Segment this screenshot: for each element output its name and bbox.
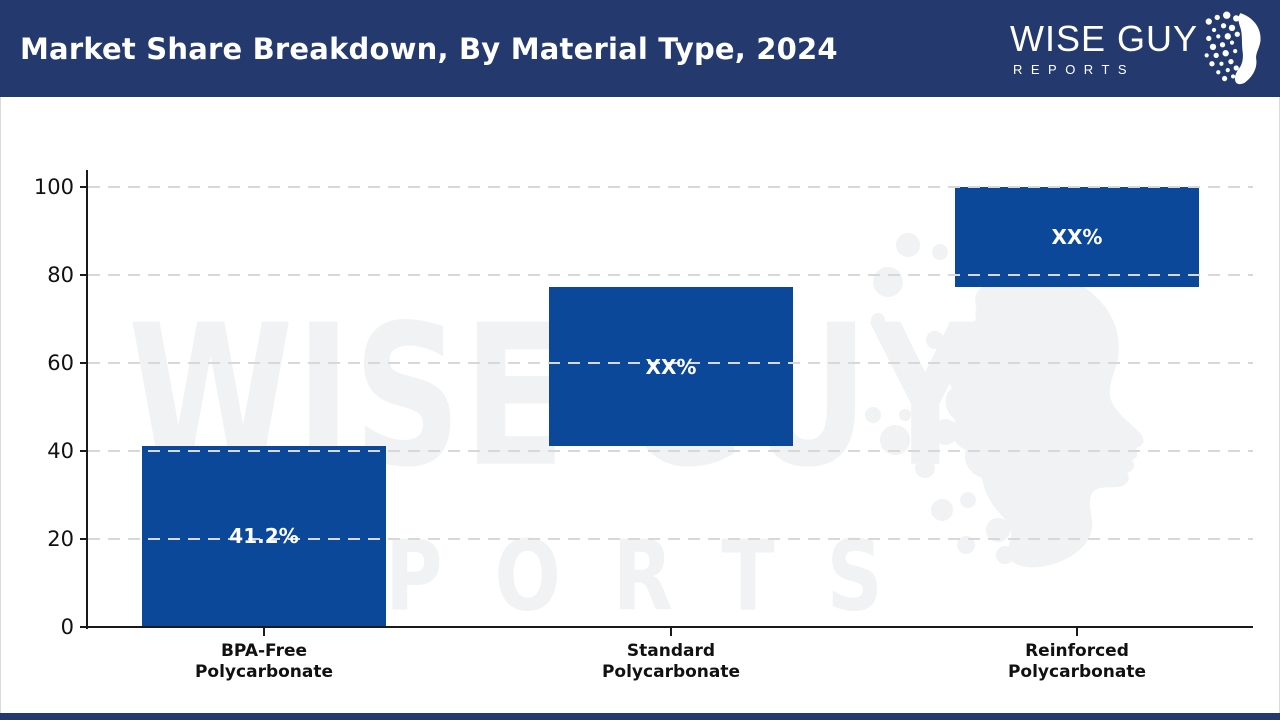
x-tick-mark xyxy=(670,628,672,636)
y-tick-mark xyxy=(80,538,88,540)
header-bar: Market Share Breakdown, By Material Type… xyxy=(0,0,1280,97)
y-tick-mark xyxy=(80,362,88,364)
bar xyxy=(142,445,386,627)
y-gridline xyxy=(88,362,1253,364)
bar xyxy=(549,287,793,446)
x-tick-mark xyxy=(1076,628,1078,636)
y-tick-label: 100 xyxy=(33,175,74,199)
y-gridline xyxy=(88,538,1253,540)
bar xyxy=(955,187,1199,288)
x-category-label: BPA-Free Polycarbonate xyxy=(194,641,334,683)
y-tick-label: 40 xyxy=(47,439,74,463)
x-category-label: Reinforced Polycarbonate xyxy=(1007,641,1147,683)
footer-bar xyxy=(0,713,1280,720)
chart-title: Market Share Breakdown, By Material Type… xyxy=(20,31,838,66)
y-gridline xyxy=(88,274,1253,276)
x-category-label: Standard Polycarbonate xyxy=(601,641,741,683)
y-gridline xyxy=(88,186,1253,188)
x-axis-line xyxy=(86,626,1253,628)
y-tick-mark xyxy=(80,274,88,276)
y-tick-mark xyxy=(80,626,88,628)
y-tick-mark xyxy=(80,186,88,188)
bar-value-label: XX% xyxy=(1051,225,1103,250)
y-gridline xyxy=(88,450,1253,452)
y-tick-mark xyxy=(80,450,88,452)
bar-value-label: 41.2% xyxy=(229,524,299,549)
bar-value-label: XX% xyxy=(645,354,697,379)
brand-logo-face-icon xyxy=(1204,11,1261,84)
y-tick-label: 80 xyxy=(47,263,74,287)
y-tick-label: 60 xyxy=(47,351,74,375)
brand-logo: WISE GUY REPORTS xyxy=(1010,11,1264,87)
brand-logo-subtitle: REPORTS xyxy=(1012,61,1136,77)
y-axis-line xyxy=(86,170,88,629)
x-tick-mark xyxy=(263,628,265,636)
y-tick-label: 20 xyxy=(47,527,74,551)
brand-logo-name: WISE GUY xyxy=(1009,17,1198,59)
y-tick-label: 0 xyxy=(60,615,74,639)
